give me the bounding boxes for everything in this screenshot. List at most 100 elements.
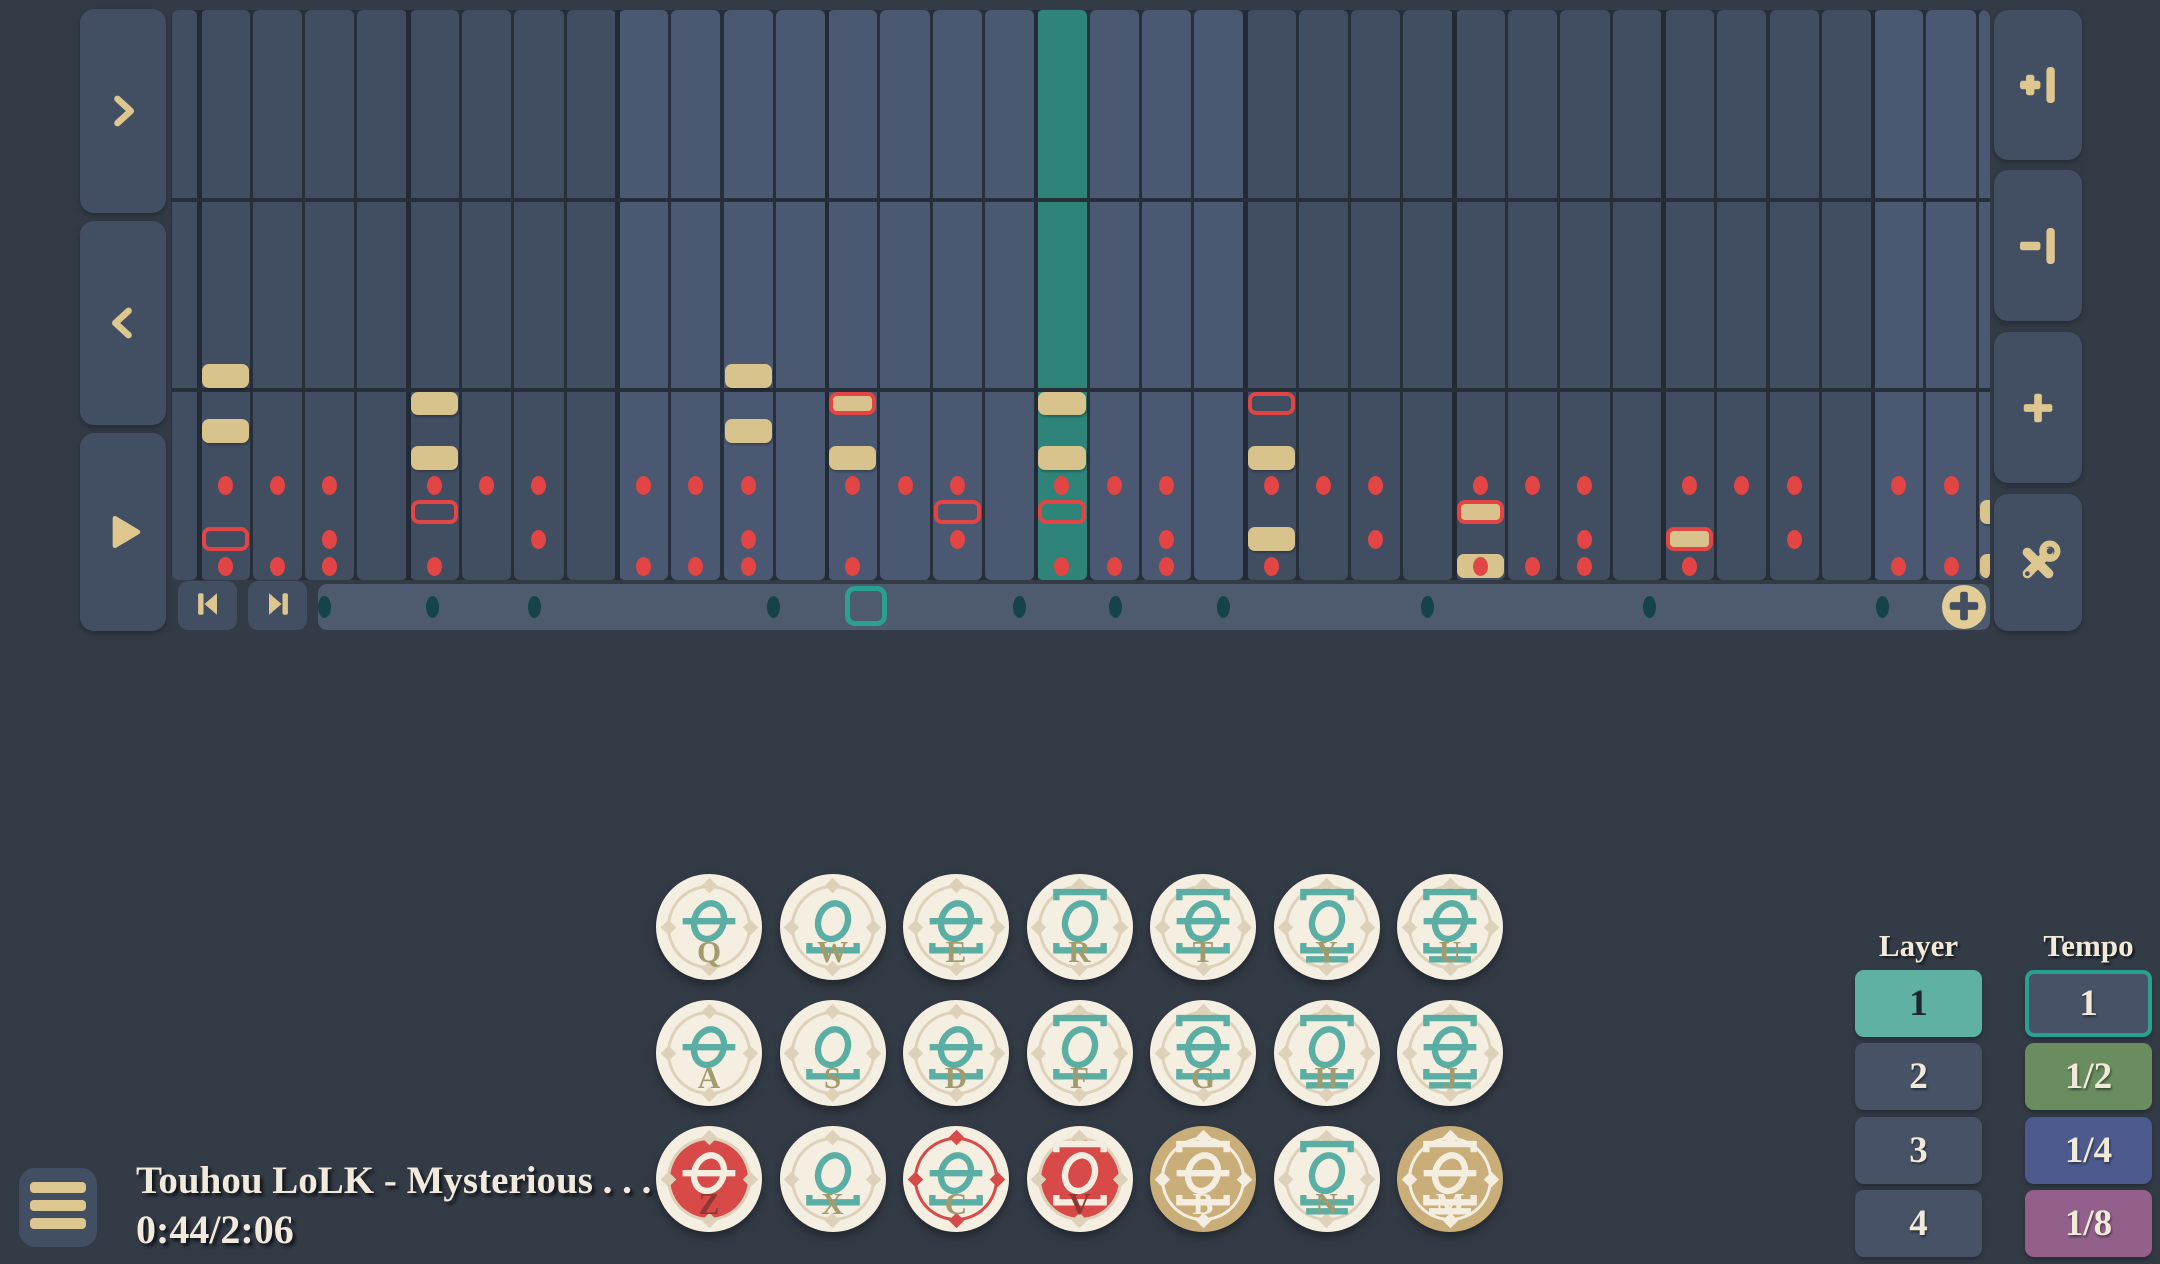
key-button-C[interactable]: C (903, 1126, 1009, 1232)
note-dot[interactable] (269, 556, 285, 576)
note-dot[interactable] (1786, 475, 1802, 495)
note-dot[interactable] (1472, 475, 1488, 495)
note-block[interactable] (724, 418, 772, 443)
grid-column[interactable] (1664, 10, 1715, 580)
layer-option-3[interactable]: 3 (1855, 1117, 1982, 1184)
note-block-selected[interactable] (1665, 527, 1714, 552)
timeline-breakpoint-dot[interactable] (1216, 596, 1230, 618)
grid-column[interactable] (1874, 10, 1924, 580)
key-button-F[interactable]: F (1026, 1000, 1133, 1106)
grid-column[interactable] (1926, 10, 1976, 580)
note-dot[interactable] (740, 475, 756, 495)
note-dot[interactable] (1315, 475, 1331, 495)
note-block[interactable] (1979, 500, 1990, 525)
tempo-option-1-4[interactable]: 1/4 (2025, 1117, 2152, 1184)
note-block-selected[interactable] (1456, 500, 1504, 525)
grid-column[interactable] (200, 10, 250, 580)
note-dot[interactable] (688, 556, 704, 576)
layer-option-1[interactable]: 1 (1855, 970, 1982, 1037)
note-dot[interactable] (636, 475, 652, 495)
note-dot[interactable] (1577, 529, 1593, 549)
add-button[interactable] (1994, 332, 2082, 483)
note-dot[interactable] (949, 529, 965, 549)
layer-option-2[interactable]: 2 (1855, 1043, 1982, 1110)
grid-column[interactable] (1089, 10, 1139, 580)
note-selection-outline[interactable] (933, 500, 981, 525)
note-dot[interactable] (1159, 475, 1175, 495)
grid-column[interactable] (618, 10, 669, 580)
note-dot[interactable] (740, 529, 756, 549)
playhead-column[interactable] (1037, 10, 1087, 580)
note-dot[interactable] (1106, 556, 1122, 576)
note-dot[interactable] (1159, 529, 1175, 549)
note-selection-outline[interactable] (1247, 391, 1295, 416)
grid-column[interactable] (305, 10, 355, 580)
grid-column[interactable] (1560, 10, 1610, 580)
layer-option-4[interactable]: 4 (1855, 1190, 1982, 1257)
key-button-B[interactable]: B (1150, 1126, 1256, 1232)
grid-column[interactable] (723, 10, 773, 580)
note-dot[interactable] (322, 529, 338, 549)
grid-column[interactable] (1246, 10, 1296, 580)
note-block[interactable] (724, 364, 772, 389)
note-dot[interactable] (845, 475, 861, 495)
note-dot[interactable] (949, 475, 965, 495)
grid-column[interactable] (566, 10, 616, 580)
key-button-X[interactable]: X (779, 1126, 886, 1232)
key-button-U[interactable]: U (1397, 874, 1503, 980)
tools-button[interactable] (1994, 494, 2082, 631)
timeline-position-marker[interactable] (845, 586, 887, 626)
timeline-breakpoint-dot[interactable] (1420, 596, 1434, 618)
grid-column[interactable] (1821, 10, 1872, 580)
note-block-with-dot[interactable] (1456, 554, 1504, 579)
key-button-E[interactable]: E (903, 874, 1009, 980)
note-dot[interactable] (740, 556, 756, 576)
tempo-option-1-2[interactable]: 1/2 (2025, 1043, 2152, 1110)
note-dot[interactable] (1263, 556, 1279, 576)
note-dot[interactable] (217, 556, 233, 576)
remove-column-button[interactable] (1994, 170, 2082, 321)
note-dot[interactable] (1734, 475, 1750, 495)
note-dot[interactable] (426, 556, 442, 576)
timeline-breakpoint-dot[interactable] (1012, 596, 1026, 618)
grid-column[interactable] (462, 10, 512, 580)
grid-column[interactable] (1508, 10, 1558, 580)
timeline-breakpoint-dot[interactable] (1642, 596, 1656, 618)
timeline-breakpoint-dot[interactable] (425, 596, 439, 618)
note-dot[interactable] (1054, 556, 1070, 576)
grid-column[interactable] (775, 10, 826, 580)
note-dot[interactable] (322, 475, 338, 495)
note-dot[interactable] (1891, 556, 1907, 576)
timeline-breakpoint-dot[interactable] (766, 596, 780, 618)
note-dot[interactable] (1525, 475, 1541, 495)
note-block[interactable] (410, 445, 458, 470)
note-dot[interactable] (1368, 529, 1384, 549)
note-dot[interactable] (269, 475, 285, 495)
timeline-breakpoint-dot[interactable] (1875, 596, 1889, 618)
note-block[interactable] (1038, 391, 1086, 416)
grid-column[interactable] (1978, 10, 1990, 580)
tempo-option-1-8[interactable]: 1/8 (2025, 1190, 2152, 1257)
timeline-breakpoint-dot[interactable] (317, 596, 331, 618)
note-dot[interactable] (1786, 529, 1802, 549)
grid-column[interactable] (409, 10, 459, 580)
note-block[interactable] (1247, 527, 1295, 552)
add-breakpoint-button[interactable] (1942, 585, 1986, 629)
grid-column[interactable] (1141, 10, 1192, 580)
key-button-N[interactable]: N (1273, 1126, 1380, 1232)
note-dot[interactable] (1891, 475, 1907, 495)
note-dot[interactable] (531, 529, 547, 549)
note-dot[interactable] (479, 475, 495, 495)
key-button-W[interactable]: W (779, 874, 886, 980)
note-dot[interactable] (1525, 556, 1541, 576)
note-grid[interactable] (171, 10, 1990, 580)
key-button-A[interactable]: A (656, 1000, 762, 1106)
note-dot[interactable] (1159, 556, 1175, 576)
note-dot[interactable] (531, 475, 547, 495)
key-button-H[interactable]: H (1273, 1000, 1380, 1106)
grid-column[interactable] (172, 10, 197, 580)
grid-column[interactable] (985, 10, 1035, 580)
add-column-button[interactable] (1994, 10, 2082, 160)
grid-column[interactable] (1612, 10, 1662, 580)
select-prev-button[interactable] (80, 221, 166, 425)
